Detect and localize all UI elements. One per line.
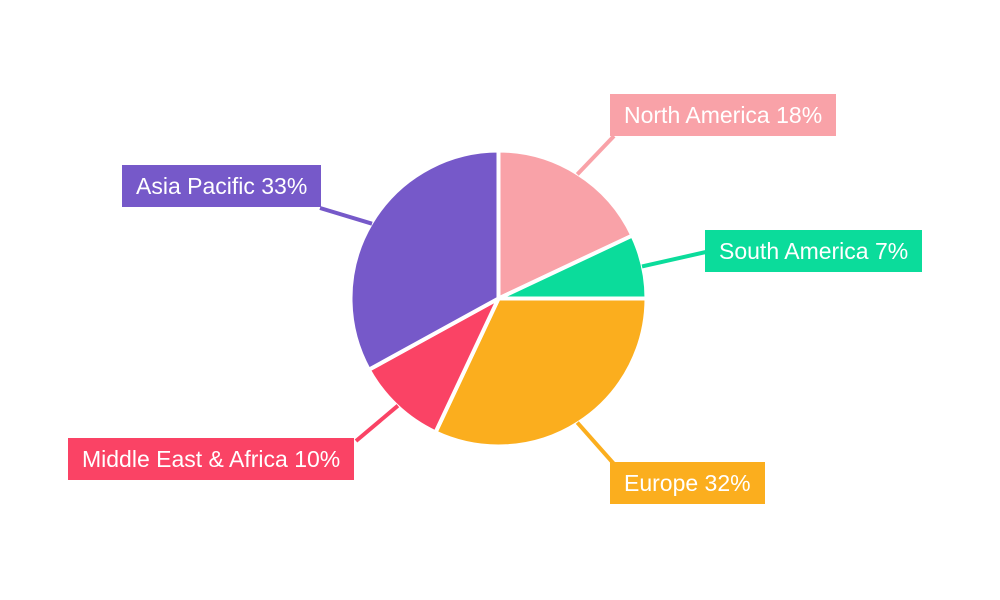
slice-callout-north-america: North America 18% <box>610 94 837 136</box>
leader-line-north-america <box>575 134 616 176</box>
slice-callout-europe: Europe 32% <box>610 462 765 504</box>
leader-line-europe <box>575 421 616 466</box>
leader-line-middle-east-africa <box>354 404 400 443</box>
slice-callout-south-america: South America 7% <box>705 230 923 272</box>
slice-callout-middle-east-africa: Middle East & Africa 10% <box>68 438 355 480</box>
slice-callout-asia-pacific: Asia Pacific 33% <box>122 165 322 207</box>
leader-line-asia-pacific <box>319 206 373 226</box>
leader-line-south-america <box>641 250 707 269</box>
